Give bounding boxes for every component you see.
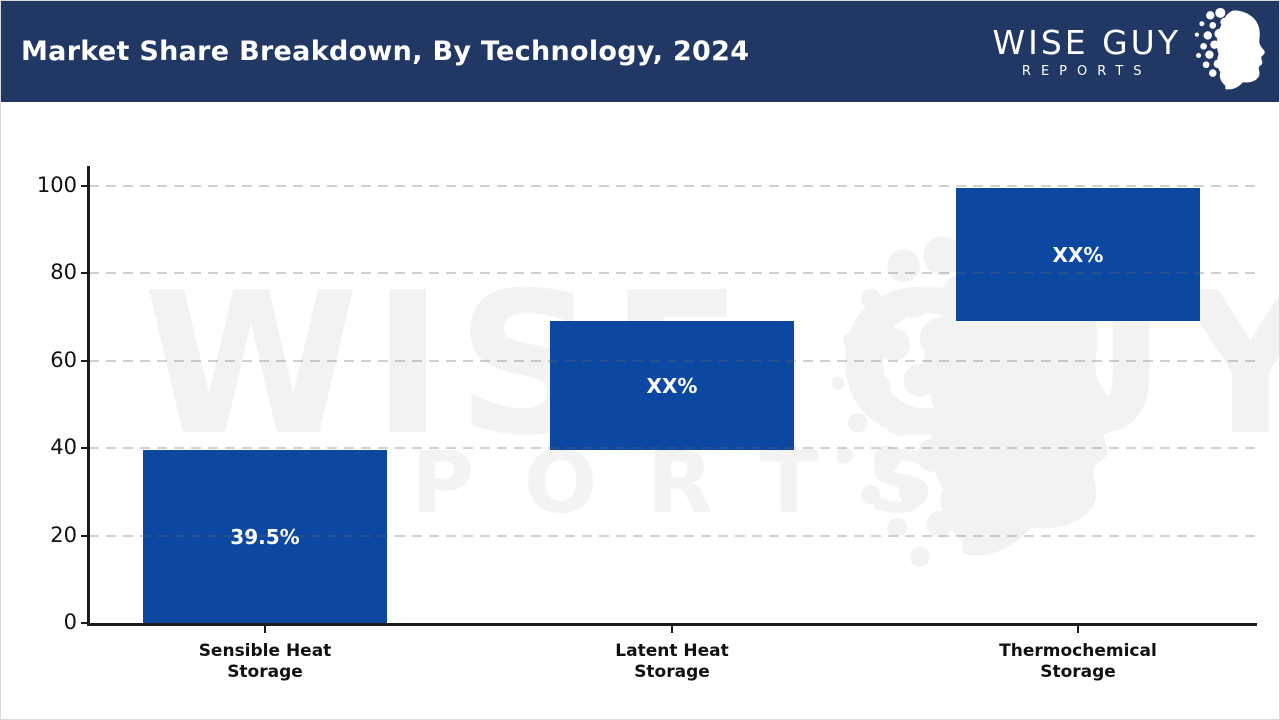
y-tick bbox=[81, 185, 88, 187]
y-tick bbox=[81, 534, 88, 537]
y-tick-label: 60 bbox=[50, 347, 77, 372]
bar-value-label: XX% bbox=[1052, 242, 1104, 267]
x-tick bbox=[264, 625, 266, 633]
wiseguy-logo: WISE GUY REPORTS bbox=[992, 7, 1273, 97]
x-tick bbox=[1077, 625, 1079, 633]
y-tick bbox=[81, 622, 88, 624]
bar bbox=[143, 450, 387, 623]
gridline bbox=[89, 359, 1257, 362]
y-tick-label: 0 bbox=[63, 610, 77, 634]
y-axis-line bbox=[87, 166, 90, 626]
dotted-head-profile-icon bbox=[831, 236, 1117, 567]
x-tick bbox=[671, 625, 673, 633]
bar-value-label: XX% bbox=[646, 373, 698, 398]
bar-value-label: 39.5% bbox=[230, 524, 300, 549]
logo-text-wise-guy: WISE GUY bbox=[992, 23, 1181, 62]
page-title: Market Share Breakdown, By Technology, 2… bbox=[21, 36, 750, 67]
gridline bbox=[89, 185, 1257, 187]
y-tick-label: 40 bbox=[50, 435, 77, 460]
gridline bbox=[89, 534, 1257, 537]
gridline bbox=[89, 447, 1257, 450]
bar bbox=[956, 188, 1200, 322]
y-tick-label: 20 bbox=[50, 522, 77, 547]
x-category-label: Thermochemical Storage bbox=[999, 641, 1157, 683]
x-category-label: Latent Heat Storage bbox=[615, 641, 729, 683]
y-tick bbox=[81, 272, 88, 275]
y-tick bbox=[81, 447, 88, 450]
y-tick bbox=[81, 359, 88, 362]
dotted-head-profile-icon bbox=[1194, 7, 1265, 90]
x-axis-line bbox=[87, 623, 1257, 626]
gridline bbox=[89, 272, 1257, 275]
header: Market Share Breakdown, By Technology, 2… bbox=[1, 1, 1279, 102]
x-category-label: Sensible Heat Storage bbox=[198, 641, 332, 683]
bar bbox=[550, 321, 794, 451]
logo-text-reports: REPORTS bbox=[1021, 64, 1152, 79]
y-tick-label: 80 bbox=[50, 260, 77, 285]
y-tick-label: 100 bbox=[36, 173, 77, 197]
